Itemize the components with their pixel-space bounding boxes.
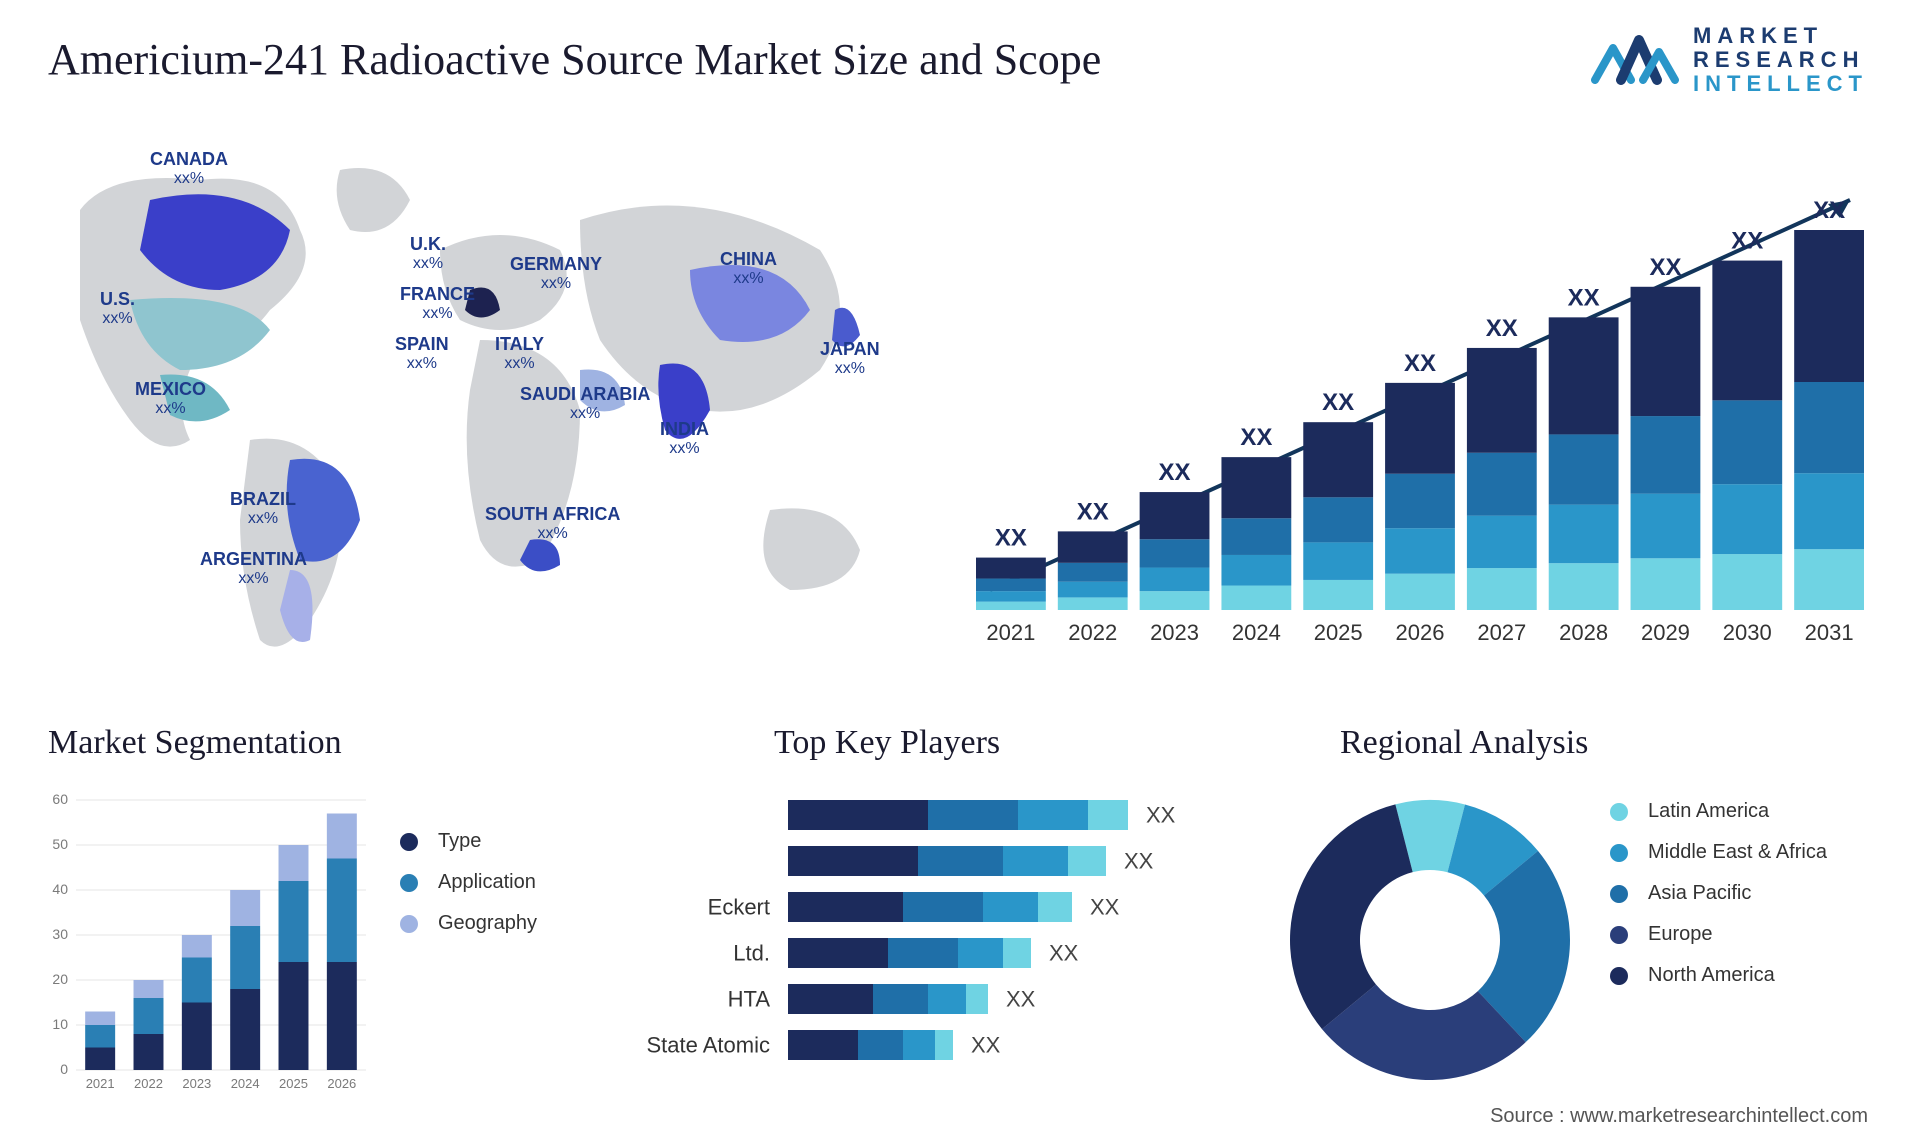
svg-text:State Atomic: State Atomic [646,1033,770,1058]
svg-text:10: 10 [52,1016,68,1032]
segmentation-chart: 0 10 20 30 40 50 60 2021 2022 2023 2024 2025 2026 Ty… [40,790,580,1110]
map-label-italy: ITALYxx% [495,335,544,372]
region-legend-north-america: North America [1610,964,1827,987]
svg-text:2024: 2024 [231,1076,260,1091]
svg-text:Ltd.: Ltd. [733,941,770,966]
svg-text:2025: 2025 [1314,620,1363,645]
players-chart: XXXXXXEckertXXLtd.XXHTAXXState Atomic [608,790,1248,1110]
svg-text:XX: XX [1813,197,1845,224]
world-map: CANADAxx% U.S.xx% MEXICOxx% BRAZILxx% ARGENT… [40,140,910,680]
region-legend-latin-america: Latin America [1610,800,1827,823]
svg-text:30: 30 [52,926,68,942]
svg-text:50: 50 [52,836,68,852]
map-label-u-k-: U.K.xx% [410,235,446,272]
svg-text:XX: XX [1240,424,1272,451]
region-legend-europe: Europe [1610,923,1827,946]
map-label-spain: SPAINxx% [395,335,449,372]
map-label-saudi-arabia: SAUDI ARABIAxx% [520,385,650,422]
seg-legend-application: Application [400,871,537,894]
segmentation-chart-svg: 0 10 20 30 40 50 60 2021 2022 2023 2024 2025 2026 [40,790,380,1100]
svg-text:40: 40 [52,881,68,897]
segmentation-heading: Market Segmentation [48,724,342,762]
svg-text:XX: XX [1006,987,1036,1012]
map-label-u-s-: U.S.xx% [100,290,135,327]
svg-text:XX: XX [1322,389,1354,416]
map-label-brazil: BRAZILxx% [230,490,296,527]
svg-text:XX: XX [1049,941,1079,966]
svg-text:XX: XX [1404,350,1436,377]
svg-text:XX: XX [1090,895,1120,920]
players-heading: Top Key Players [774,724,1000,762]
svg-text:2031: 2031 [1805,620,1854,645]
svg-text:20: 20 [52,971,68,987]
svg-text:XX: XX [1159,459,1191,486]
map-label-germany: GERMANYxx% [510,255,602,292]
svg-text:2027: 2027 [1477,620,1526,645]
map-label-japan: JAPANxx% [820,340,880,377]
forecast-chart: XX 2021 XX 2022 XX 2023 XX 2024 XX 2025 XX 2026 XX 20… [970,150,1880,650]
map-label-mexico: MEXICOxx% [135,380,206,417]
logo-line2: RESEARCH [1693,48,1868,72]
svg-text:2021: 2021 [86,1076,115,1091]
regional-chart: Latin America Middle East & Africa Asia Pa… [1280,790,1900,1110]
brand-logo: MARKET RESEARCH INTELLECT [1591,24,1868,97]
svg-text:Eckert: Eckert [708,895,770,920]
map-label-india: INDIAxx% [660,420,709,457]
svg-text:XX: XX [1486,315,1518,342]
svg-text:2028: 2028 [1559,620,1608,645]
map-label-south-africa: SOUTH AFRICAxx% [485,505,620,542]
region-legend-asia-pacific: Asia Pacific [1610,882,1827,905]
svg-text:0: 0 [60,1061,68,1077]
svg-text:HTA: HTA [728,987,771,1012]
svg-text:2023: 2023 [1150,620,1199,645]
players-chart-svg: XXXXXXEckertXXLtd.XXHTAXXState Atomic [608,790,1248,1110]
svg-text:2022: 2022 [1068,620,1117,645]
logo-line1: MARKET [1693,24,1868,48]
map-label-argentina: ARGENTINAxx% [200,550,307,587]
svg-text:2021: 2021 [986,620,1035,645]
source-line: Source : www.marketresearchintellect.com [1490,1105,1868,1128]
svg-text:2026: 2026 [1396,620,1445,645]
svg-text:2029: 2029 [1641,620,1690,645]
svg-text:2030: 2030 [1723,620,1772,645]
svg-text:XX: XX [995,525,1027,552]
svg-text:2024: 2024 [1232,620,1281,645]
map-label-china: CHINAxx% [720,250,777,287]
regional-donut-svg [1280,790,1580,1090]
svg-text:XX: XX [1649,254,1681,281]
logo-line3: INTELLECT [1693,72,1868,96]
map-label-canada: CANADAxx% [150,150,228,187]
logo-mark-icon [1591,30,1679,90]
svg-text:2022: 2022 [134,1076,163,1091]
forecast-chart-svg: XX 2021 XX 2022 XX 2023 XX 2024 XX 2025 XX 2026 XX 20… [970,150,1880,650]
regional-legend: Latin America Middle East & Africa Asia Pa… [1610,800,1827,1005]
svg-text:2025: 2025 [279,1076,308,1091]
svg-text:XX: XX [1077,498,1109,525]
page-title: Americium-241 Radioactive Source Market … [48,34,1101,85]
svg-text:XX: XX [1731,228,1763,255]
svg-text:2023: 2023 [182,1076,211,1091]
region-legend-middle-east-africa: Middle East & Africa [1610,841,1827,864]
svg-text:XX: XX [1146,803,1176,828]
map-label-france: FRANCExx% [400,285,475,322]
svg-text:60: 60 [52,791,68,807]
svg-text:XX: XX [971,1033,1001,1058]
regional-heading: Regional Analysis [1340,724,1588,762]
svg-text:2026: 2026 [327,1076,356,1091]
seg-legend-geography: Geography [400,912,537,935]
tint-brazil [287,459,360,562]
seg-legend-type: Type [400,830,537,853]
svg-text:XX: XX [1568,284,1600,311]
svg-text:XX: XX [1124,849,1154,874]
segmentation-legend: Type Application Geography [400,830,537,953]
